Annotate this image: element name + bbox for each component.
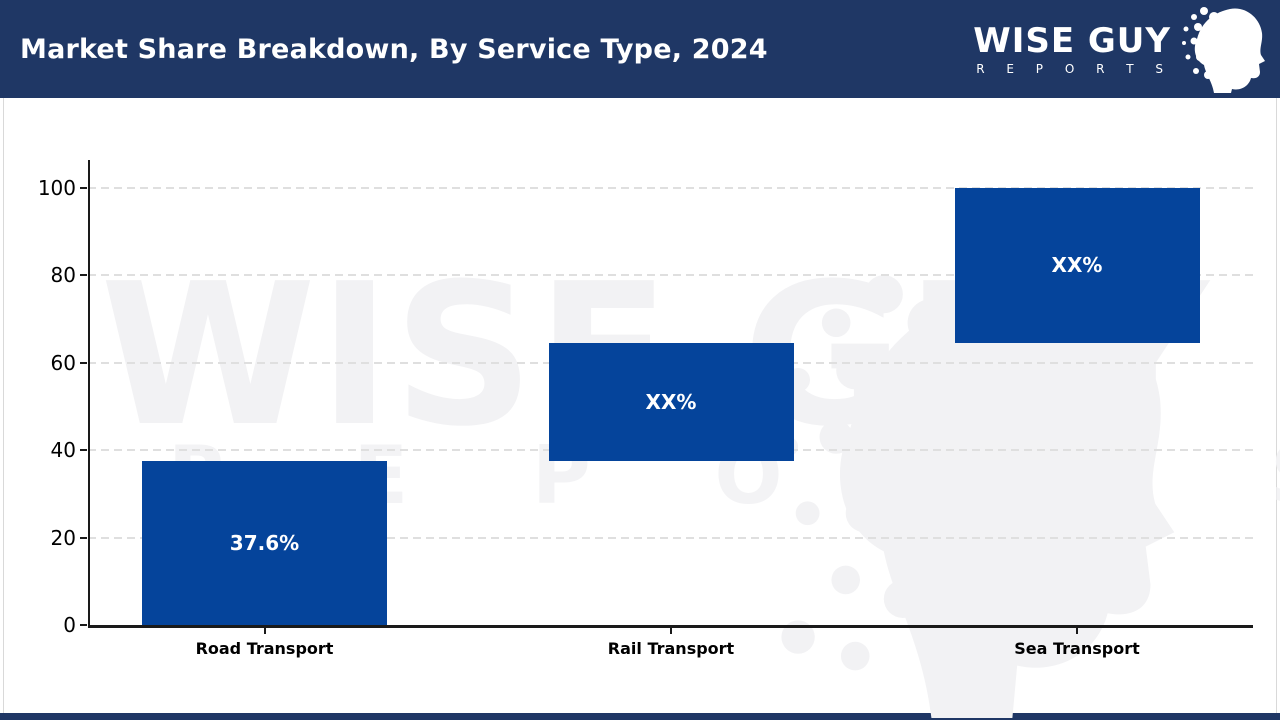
x-tick-label: Sea Transport <box>1014 639 1140 658</box>
bar-value-label: XX% <box>1051 253 1103 278</box>
y-tick-mark <box>80 187 87 189</box>
logo-wordmark: WISE GUY <box>973 20 1172 61</box>
bar-value-label: 37.6% <box>229 530 300 555</box>
logo: WISE GUY R E P O R T S <box>972 0 1266 98</box>
x-tick-label: Rail Transport <box>607 639 735 658</box>
y-tick-label: 100 <box>37 176 76 200</box>
header: Market Share Breakdown, By Service Type,… <box>0 0 1280 98</box>
y-tick-mark <box>80 449 87 452</box>
gridline-80 <box>88 274 1253 277</box>
x-tick-label: Road Transport <box>195 639 334 658</box>
page-title: Market Share Breakdown, By Service Type,… <box>20 33 768 65</box>
x-tick-mark <box>1076 627 1078 634</box>
bar-value-label: XX% <box>645 389 697 414</box>
y-axis-spine <box>88 160 90 627</box>
y-tick-label: 40 <box>50 438 76 463</box>
bar-road-transport: 37.6% <box>142 460 387 625</box>
watermark-head-icon <box>779 275 1175 718</box>
x-tick-mark <box>670 627 672 634</box>
gridline-20 <box>88 536 1253 539</box>
bar-rail-transport: XX% <box>548 342 794 461</box>
logo-text: WISE GUY R E P O R T S <box>972 24 1172 75</box>
y-tick-label: 60 <box>50 350 76 375</box>
y-tick-mark <box>80 624 87 626</box>
y-tick-mark <box>80 274 87 277</box>
y-tick-mark <box>80 536 87 539</box>
x-tick-mark <box>263 627 266 634</box>
footer-bar <box>0 713 1280 720</box>
y-tick-label: 20 <box>50 525 76 550</box>
bar-sea-transport: XX% <box>954 188 1200 343</box>
logo-subtitle: R E P O R T S <box>976 61 1172 76</box>
logo-head-icon <box>1182 7 1265 93</box>
y-tick-label: 0 <box>63 613 76 637</box>
y-tick-mark <box>80 361 87 364</box>
plot: 0 20 40 60 80 100 37.6% Road Transport XX% Rail T… <box>0 98 1280 713</box>
x-axis-spine <box>88 625 1253 628</box>
y-tick-label: 80 <box>50 263 76 288</box>
gridline-100 <box>88 187 1253 189</box>
chart-area: WISE GUY R E P O R T S 02040608010037.6%… <box>0 98 1280 718</box>
